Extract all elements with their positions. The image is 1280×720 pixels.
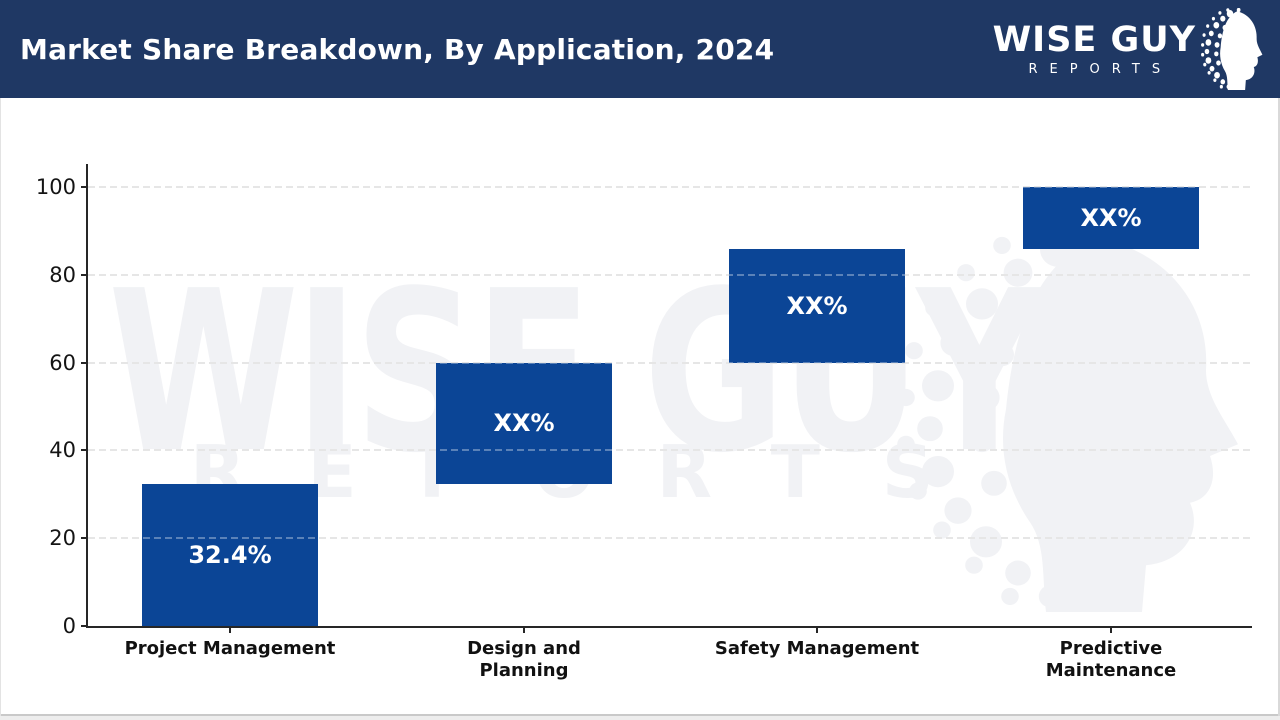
y-tick-label-20: 20 <box>49 526 76 551</box>
y-tick-mark-60 <box>81 361 88 364</box>
gridline-100 <box>88 186 1252 188</box>
y-tick-mark-40 <box>81 449 88 452</box>
gridline-80 <box>88 273 1252 276</box>
gridline-40 <box>88 449 1252 452</box>
bar-value-label: 32.4% <box>188 540 272 569</box>
wiseguy-logo-line2: REPORTS <box>1028 61 1173 77</box>
x-category-label-4: Predictive Maintenance <box>1045 638 1177 681</box>
wiseguy-logo-text: WISE GUY REPORTS <box>992 19 1196 77</box>
page-title: Market Share Breakdown, By Application, … <box>20 32 775 66</box>
y-tick-mark-0 <box>81 625 88 627</box>
bar-1: 32.4% <box>142 483 318 626</box>
bar-3: XX% <box>729 248 905 363</box>
window-border-bottom-line <box>0 714 1280 716</box>
y-tick-label-60: 60 <box>49 350 76 375</box>
window-border-bottom-strip <box>0 716 1280 720</box>
gridline-overlay-80 <box>88 273 1252 276</box>
gridline-overlay-100 <box>88 186 1252 188</box>
x-tick-mark-3 <box>816 626 818 633</box>
wiseguy-logo-line1: WISE GUY <box>992 19 1196 60</box>
y-axis-spine <box>86 164 88 628</box>
x-axis-spine <box>86 626 1252 628</box>
gridline-20 <box>88 537 1252 540</box>
y-tick-mark-80 <box>81 273 88 276</box>
x-category-label-1: Project Management <box>124 638 336 659</box>
bar-value-label: XX% <box>786 291 848 320</box>
x-category-label-3: Safety Management <box>714 638 920 659</box>
y-tick-label-100: 100 <box>35 175 76 199</box>
y-tick-label-80: 80 <box>49 262 76 287</box>
x-tick-mark-4 <box>1110 626 1112 633</box>
y-tick-mark-20 <box>81 537 88 540</box>
bar-value-label: XX% <box>493 409 555 438</box>
x-category-label-2: Design and Planning <box>467 638 581 681</box>
bar-4: XX% <box>1023 187 1199 249</box>
y-tick-mark-100 <box>81 186 88 188</box>
gridline-overlay-20 <box>88 537 1252 540</box>
watermark-face-icon <box>897 222 1238 612</box>
header-bar: Market Share Breakdown, By Application, … <box>0 0 1280 98</box>
window-border-right <box>1278 98 1280 716</box>
y-tick-label-40: 40 <box>49 438 76 463</box>
y-tick-label-0: 0 <box>62 614 76 638</box>
bar-2: XX% <box>436 362 612 484</box>
gridline-overlay-40 <box>88 449 1252 452</box>
gridline-60 <box>88 361 1252 364</box>
x-tick-mark-2 <box>523 626 525 633</box>
wiseguy-face-icon <box>1201 8 1263 90</box>
bar-value-label: XX% <box>1080 203 1142 232</box>
window-border-left <box>0 98 1 716</box>
x-tick-mark-1 <box>229 626 231 633</box>
wiseguy-logo: WISE GUY REPORTS <box>993 0 1266 98</box>
waterfall-chart: 32.4% XX% XX% XX% 0 20 40 60 80 100 Project Manage… <box>0 98 1280 720</box>
gridline-overlay-60 <box>88 361 1252 364</box>
